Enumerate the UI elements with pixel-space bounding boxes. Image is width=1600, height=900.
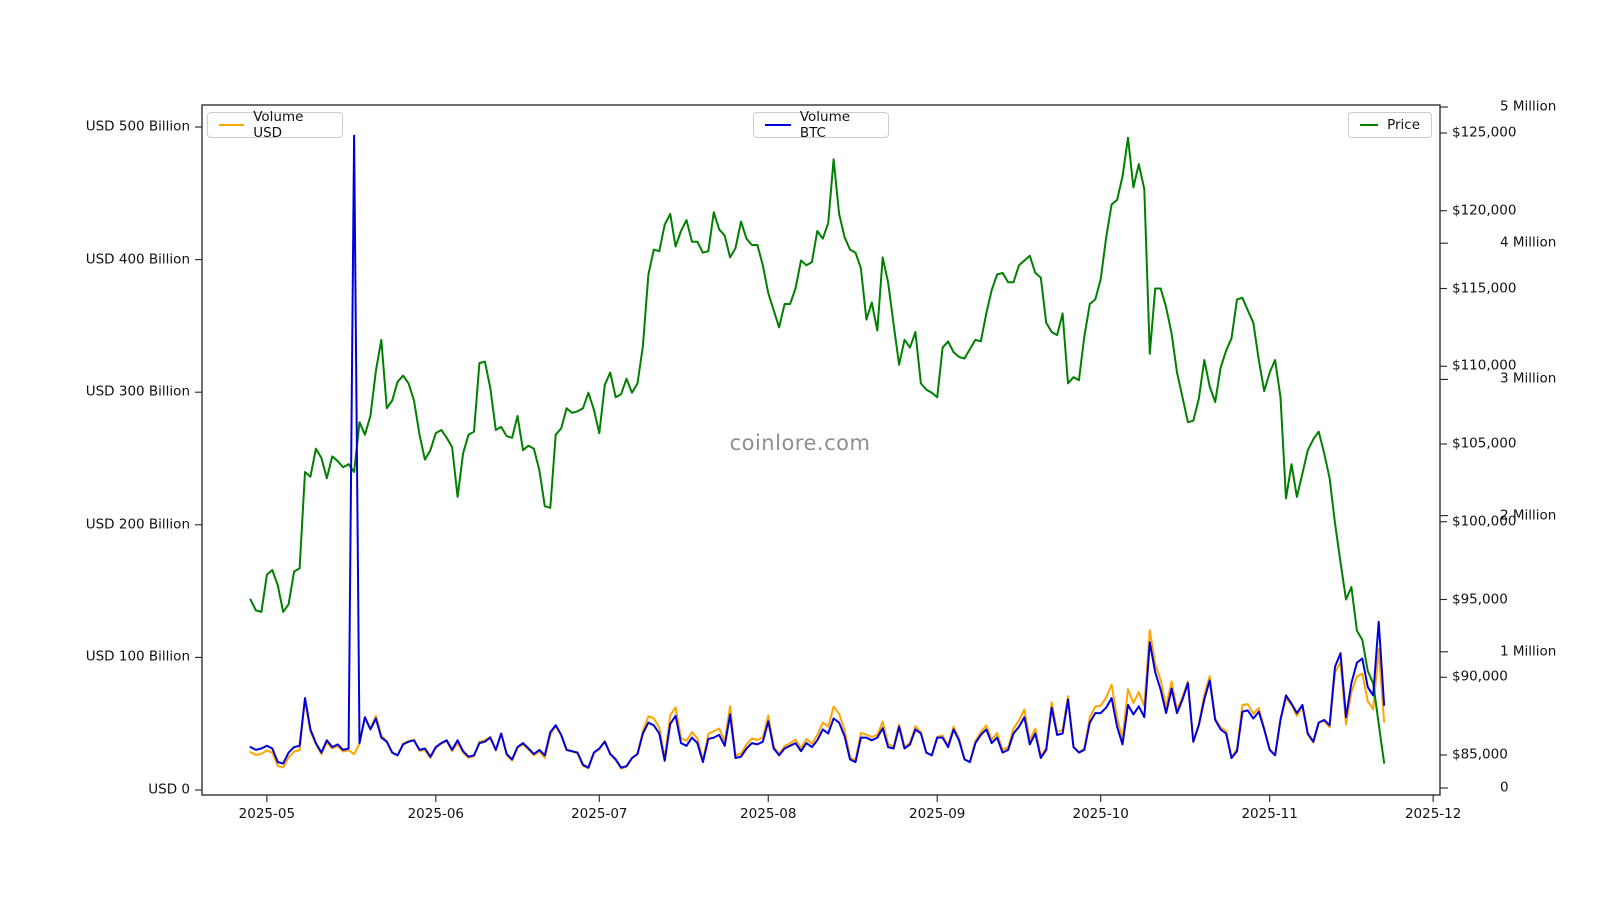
- legend-price-label: Price: [1387, 117, 1420, 133]
- y-axis-label-price: $125,000: [1452, 124, 1517, 141]
- x-axis-label-month: 2025-08: [740, 806, 797, 822]
- volume-btc-line-swatch: [765, 124, 791, 126]
- y-axis-label-usd: USD 400 Billion: [85, 250, 190, 267]
- x-axis-label-month: 2025-11: [1241, 806, 1298, 822]
- plot-border: [201, 104, 1441, 796]
- volume-usd-line-swatch: [219, 124, 245, 126]
- y-axis-label-price: $95,000: [1452, 590, 1508, 607]
- x-axis-label-month: 2025-06: [407, 806, 464, 822]
- y-axis-label-usd: USD 500 Billion: [85, 118, 190, 135]
- legend-volume-btc: Volume BTC: [753, 109, 889, 141]
- y-axis-label-usd: USD 0: [148, 781, 190, 798]
- y-axis-label-price: $105,000: [1452, 435, 1517, 452]
- y-axis-label-price: $115,000: [1452, 279, 1517, 296]
- y-axis-label-price: $100,000: [1452, 513, 1517, 529]
- y-axis-label-btc: 3 Million: [1500, 370, 1557, 387]
- y-axis-label-usd: USD 300 Billion: [85, 383, 190, 400]
- y-axis-label-price: $90,000: [1452, 668, 1508, 685]
- legend-volume-btc-label: Volume BTC: [799, 109, 851, 141]
- y-axis-label-btc: 1 Million: [1500, 643, 1557, 660]
- series-line-volume-usd: [249, 629, 1386, 770]
- y-axis-label-price: $110,000: [1452, 357, 1517, 374]
- x-axis-label-month: 2025-05: [238, 806, 296, 822]
- y-axis-label-price: $120,000: [1452, 202, 1517, 218]
- watermark: coinlore.com: [729, 431, 871, 455]
- legend-price: Price: [1348, 112, 1432, 138]
- x-axis-label-month: 2025-10: [1072, 806, 1129, 822]
- x-axis-label-month: 2025-09: [908, 806, 966, 822]
- x-axis-label-month: 2025-07: [571, 806, 628, 822]
- price-line-swatch: [1360, 124, 1379, 126]
- y-axis-label-price: $85,000: [1452, 746, 1508, 763]
- y-axis-label-btc: 4 Million: [1500, 234, 1557, 251]
- y-axis-label-btc: 5 Million: [1500, 98, 1557, 115]
- legend-volume-usd: Volume USD: [207, 109, 343, 141]
- legend-volume-usd-label: Volume USD: [253, 109, 304, 141]
- x-axis-label-month: 2025-12: [1404, 806, 1462, 822]
- y-axis-label-btc: 2 Million: [1500, 506, 1557, 523]
- y-axis-label-usd: USD 200 Billion: [85, 516, 190, 533]
- y-axis-label-btc: 0: [1500, 779, 1509, 796]
- series-line-price: [249, 136, 1386, 764]
- series-line-volume-btc: [249, 134, 1386, 769]
- y-axis-label-usd: USD 100 Billion: [85, 648, 190, 665]
